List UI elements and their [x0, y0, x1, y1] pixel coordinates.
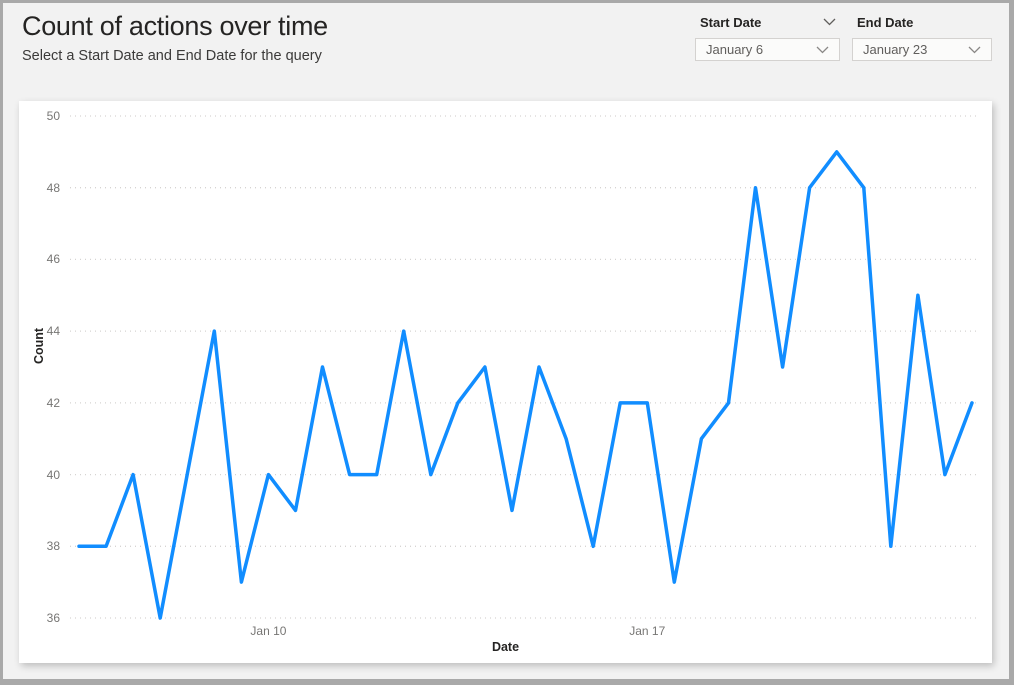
count-line-series[interactable] [77, 150, 974, 620]
y-axis: 36 38 40 42 44 46 48 50 [19, 101, 60, 663]
start-date-value: January 6 [706, 42, 764, 57]
end-date-dropdown[interactable]: January 23 [852, 38, 992, 61]
start-date-dropdown[interactable]: January 6 [695, 38, 840, 61]
end-date-slicer: End Date January 23 [852, 12, 992, 61]
y-axis-title: Count [32, 327, 46, 365]
y-axis-tick-label: 42 [46, 395, 60, 410]
count-over-time-line-chart[interactable] [19, 101, 992, 663]
y-axis-tick-label: 50 [46, 109, 60, 123]
chevron-down-icon [816, 46, 829, 53]
window-border-top [0, 0, 1014, 3]
page-subtitle: Select a Start Date and End Date for the… [22, 48, 322, 64]
end-date-value: January 23 [863, 42, 928, 57]
window-border-right [1009, 0, 1014, 685]
end-date-label: End Date [857, 14, 914, 30]
window-border-bottom [0, 679, 1014, 685]
start-date-slicer-header: Start Date [695, 12, 840, 32]
start-date-slicer: Start Date January 6 [695, 12, 840, 61]
y-axis-tick-label: 44 [46, 324, 60, 339]
page-title: Count of actions over time [22, 11, 328, 41]
start-date-label: Start Date [700, 14, 762, 30]
chevron-down-icon [968, 46, 981, 53]
y-axis-tick-label: 46 [46, 252, 60, 267]
end-date-slicer-header: End Date [852, 12, 992, 32]
line-chart-card: 36 38 40 42 44 46 48 50 Jan 10 Jan 17 Count Date [19, 101, 992, 663]
y-axis-tick-label: 48 [46, 180, 60, 195]
x-axis-tick-label: Jan 17 [629, 624, 666, 638]
window-border-left [0, 0, 3, 685]
y-axis-tick-label: 40 [46, 467, 60, 482]
x-axis-tick-label: Jan 10 [250, 624, 287, 638]
chevron-down-icon[interactable] [823, 18, 836, 26]
x-axis: Jan 10 Jan 17 [19, 101, 992, 663]
y-axis-tick-label: 38 [46, 539, 60, 554]
x-axis-title: Date [491, 640, 520, 654]
y-axis-tick-label: 36 [46, 611, 60, 625]
